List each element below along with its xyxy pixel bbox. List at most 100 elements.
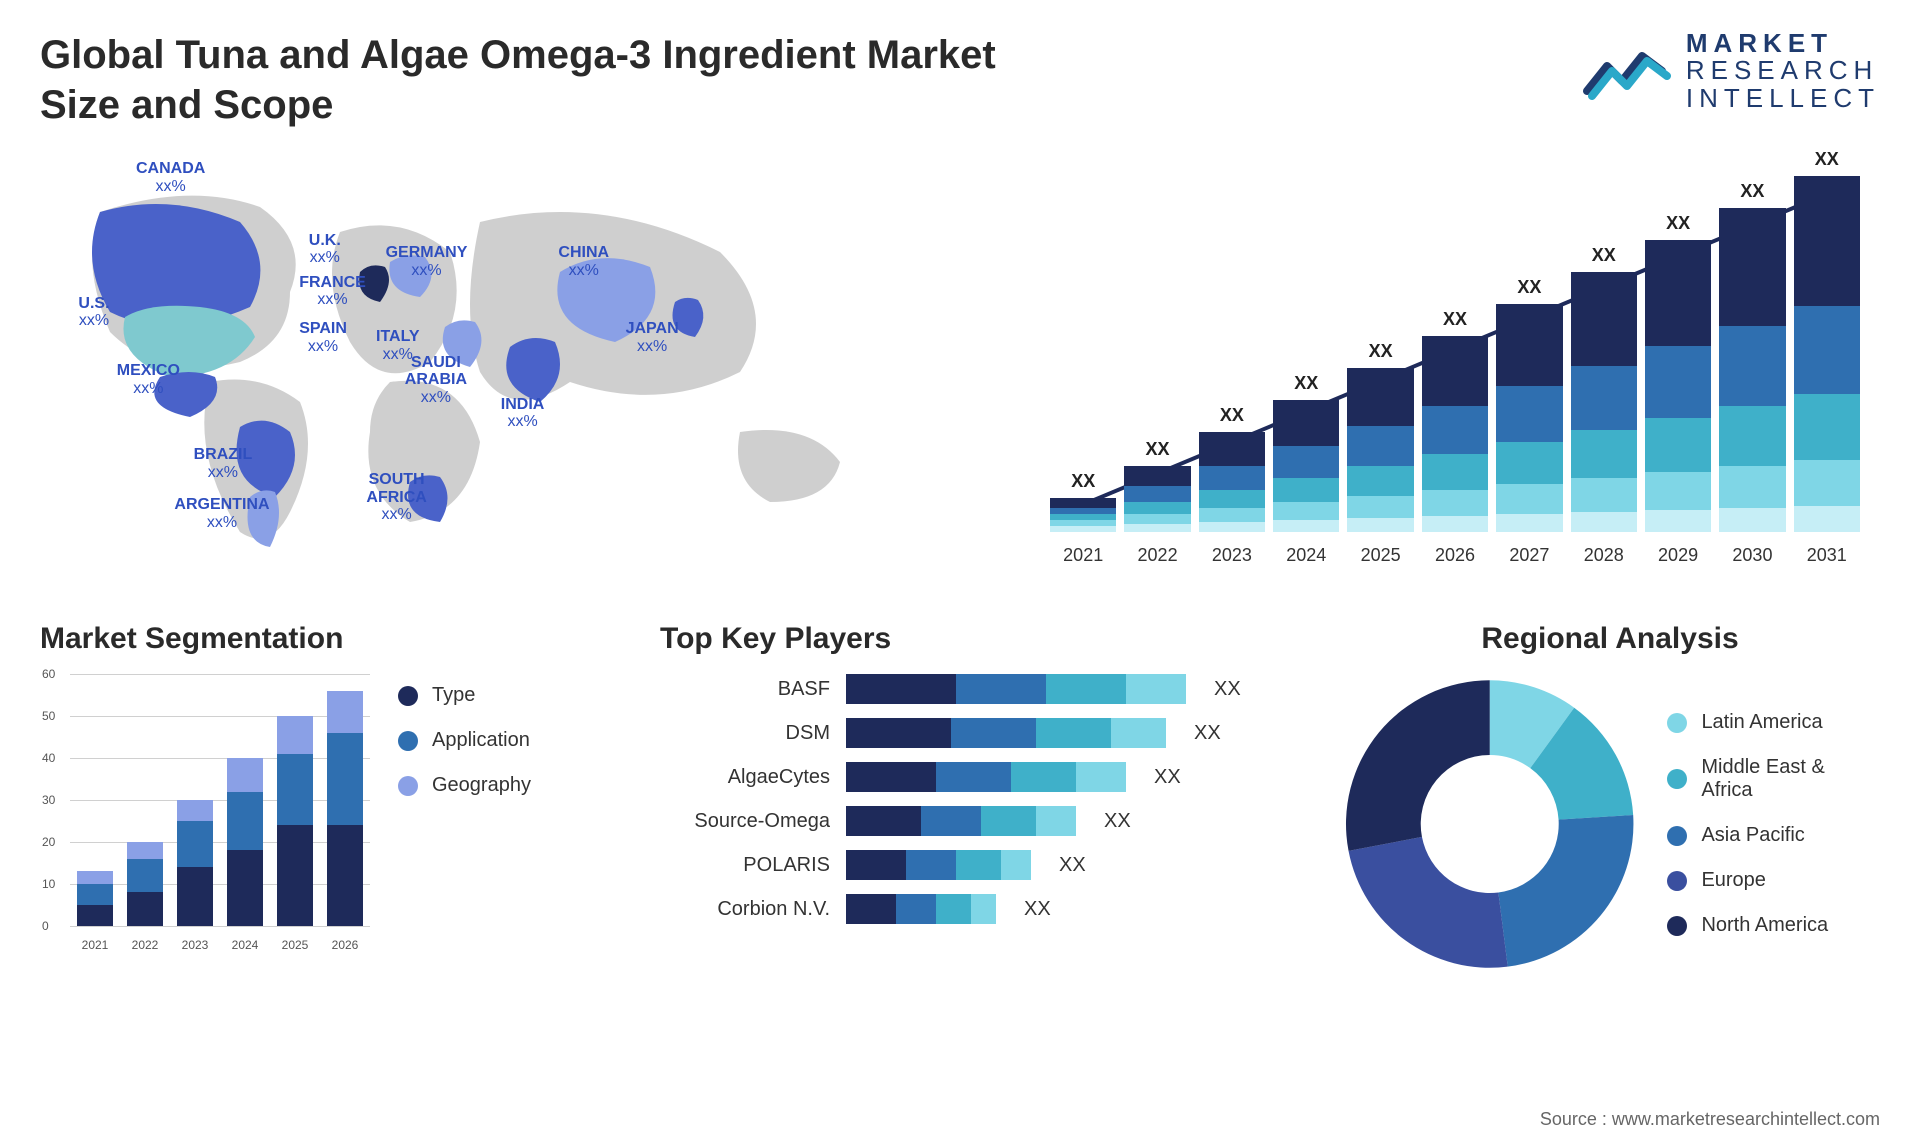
map-label: ARGENTINAxx% (174, 496, 269, 531)
growth-category-label: 2026 (1422, 545, 1488, 566)
legend-swatch-icon (1667, 713, 1687, 733)
segmentation-chart: 0102030405060 202120222023202420252026 (40, 674, 370, 954)
growth-chart: XXXXXXXXXXXXXXXXXXXXXX 20212022202320242… (1030, 152, 1880, 572)
key-player-label: Source-Omega (660, 810, 830, 833)
legend-swatch-icon (1667, 826, 1687, 846)
key-player-value: XX (1104, 810, 1131, 833)
legend-swatch-icon (1667, 769, 1687, 789)
donut-slice (1349, 837, 1508, 968)
seg-category-label: 2023 (177, 938, 213, 952)
legend-label: North America (1701, 914, 1828, 937)
key-player-row: AlgaeCytes XX (660, 762, 1300, 792)
key-player-value: XX (1154, 766, 1181, 789)
legend-label: Middle East & Africa (1701, 756, 1880, 802)
map-label: SAUDIARABIAxx% (405, 354, 467, 407)
growth-bar-value: XX (1071, 471, 1095, 492)
page-title: Global Tuna and Algae Omega-3 Ingredient… (40, 30, 1060, 130)
growth-bar: XX (1124, 439, 1190, 532)
segmentation-panel: Market Segmentation 0102030405060 202120… (40, 622, 620, 974)
growth-bar: XX (1496, 277, 1562, 532)
legend-label: Latin America (1701, 711, 1822, 734)
map-label: U.K.xx% (309, 232, 341, 267)
growth-bar: XX (1794, 149, 1860, 532)
brand-logo: MARKET RESEARCH INTELLECT (1582, 30, 1880, 112)
key-player-bar (846, 762, 1126, 792)
map-label: U.S.xx% (78, 295, 109, 330)
seg-category-label: 2026 (327, 938, 363, 952)
key-player-row: BASF XX (660, 674, 1300, 704)
key-player-row: Source-Omega XX (660, 806, 1300, 836)
key-player-label: Corbion N.V. (660, 898, 830, 921)
key-player-bar (846, 894, 996, 924)
key-player-label: BASF (660, 678, 830, 701)
regional-legend-item: Europe (1667, 869, 1880, 892)
seg-legend-item: Type (398, 684, 531, 707)
logo-line-3: INTELLECT (1686, 85, 1880, 112)
map-label: JAPANxx% (626, 320, 679, 355)
seg-category-label: 2021 (77, 938, 113, 952)
key-player-value: XX (1194, 722, 1221, 745)
growth-category-label: 2031 (1794, 545, 1860, 566)
key-player-bar (846, 806, 1076, 836)
seg-ytick: 0 (42, 919, 49, 933)
growth-category-label: 2029 (1645, 545, 1711, 566)
world-map: CANADAxx% U.S.xx% MEXICOxx% BRAZILxx% ARGENT… (40, 152, 1000, 572)
growth-category-label: 2025 (1347, 545, 1413, 566)
regional-legend-item: Asia Pacific (1667, 824, 1880, 847)
key-players-title: Top Key Players (660, 622, 1300, 656)
growth-bar: XX (1347, 341, 1413, 532)
regional-legend-item: Latin America (1667, 711, 1880, 734)
key-player-bar (846, 718, 1166, 748)
key-player-row: Corbion N.V.XX (660, 894, 1300, 924)
growth-category-label: 2030 (1719, 545, 1785, 566)
key-player-value: XX (1214, 678, 1241, 701)
seg-bar (277, 716, 313, 926)
map-label: BRAZILxx% (194, 446, 253, 481)
legend-label: Asia Pacific (1701, 824, 1804, 847)
seg-bar (77, 871, 113, 926)
legend-swatch-icon (398, 686, 418, 706)
growth-bar-value: XX (1740, 181, 1764, 202)
seg-category-label: 2025 (277, 938, 313, 952)
regional-legend-item: North America (1667, 914, 1880, 937)
growth-bar: XX (1645, 213, 1711, 532)
legend-swatch-icon (1667, 916, 1687, 936)
key-player-bar (846, 674, 1186, 704)
legend-swatch-icon (398, 776, 418, 796)
key-player-label: AlgaeCytes (660, 766, 830, 789)
seg-ytick: 50 (42, 709, 55, 723)
growth-bar-value: XX (1443, 309, 1467, 330)
key-player-value: XX (1059, 854, 1086, 877)
seg-bar (327, 691, 363, 926)
logo-line-1: MARKET (1686, 30, 1880, 57)
growth-bar: XX (1050, 471, 1116, 532)
growth-category-label: 2028 (1571, 545, 1637, 566)
growth-bar: XX (1571, 245, 1637, 532)
growth-bar-value: XX (1369, 341, 1393, 362)
seg-category-label: 2024 (227, 938, 263, 952)
logo-line-2: RESEARCH (1686, 57, 1880, 84)
map-label: MEXICOxx% (117, 362, 180, 397)
regional-legend-item: Middle East & Africa (1667, 756, 1880, 802)
regional-panel: Regional Analysis Latin America Middle Ea… (1340, 622, 1880, 974)
map-label: CHINAxx% (558, 244, 609, 279)
growth-category-label: 2027 (1496, 545, 1562, 566)
growth-category-label: 2021 (1050, 545, 1116, 566)
legend-label: Application (432, 729, 530, 752)
legend-swatch-icon (1667, 871, 1687, 891)
seg-legend-item: Geography (398, 774, 531, 797)
map-label: SPAINxx% (299, 320, 347, 355)
key-player-row: DSMXX (660, 718, 1300, 748)
regional-title: Regional Analysis (1340, 622, 1880, 656)
growth-category-label: 2024 (1273, 545, 1339, 566)
legend-label: Geography (432, 774, 531, 797)
growth-bar-value: XX (1592, 245, 1616, 266)
legend-label: Type (432, 684, 475, 707)
map-label: GERMANYxx% (386, 244, 468, 279)
seg-ytick: 20 (42, 835, 55, 849)
seg-ytick: 10 (42, 877, 55, 891)
donut-slice (1346, 680, 1490, 851)
map-label: SOUTHAFRICAxx% (366, 471, 426, 524)
growth-bar-value: XX (1294, 373, 1318, 394)
map-label: CANADAxx% (136, 160, 205, 195)
